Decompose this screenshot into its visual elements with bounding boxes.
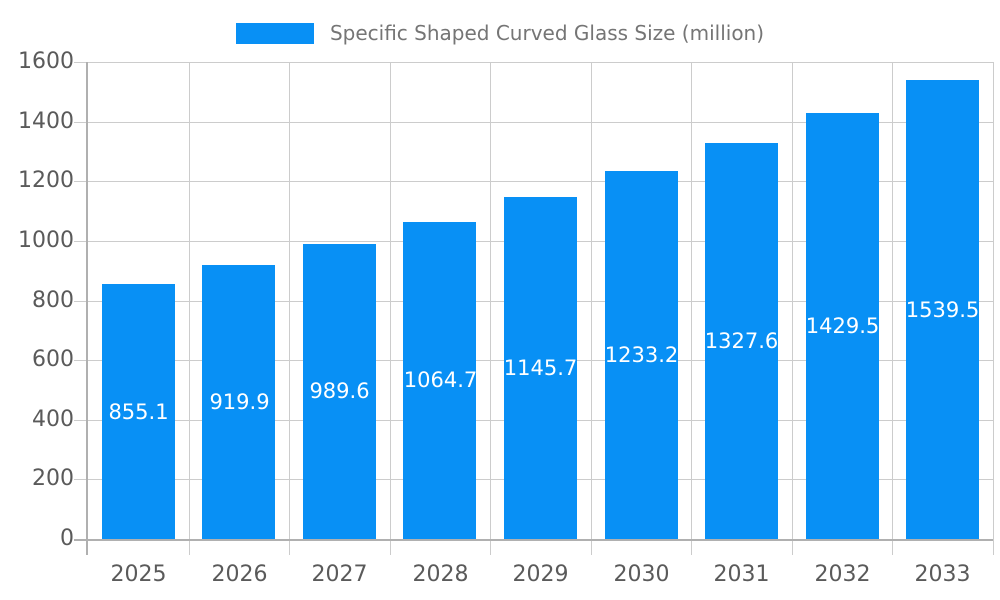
bar-value-label: 1539.5 bbox=[905, 298, 980, 322]
bar-value-label: 1327.6 bbox=[704, 329, 779, 353]
x-tick-label: 2026 bbox=[211, 562, 268, 587]
y-axis-tick bbox=[74, 301, 88, 302]
y-tick-label: 800 bbox=[32, 288, 74, 313]
x-tick-label: 2030 bbox=[613, 562, 670, 587]
x-tick-label: 2028 bbox=[412, 562, 469, 587]
bar[interactable] bbox=[906, 80, 979, 539]
bar[interactable] bbox=[806, 113, 879, 539]
x-axis-line bbox=[74, 539, 993, 541]
x-tick-label: 2025 bbox=[110, 562, 167, 587]
x-gridline bbox=[591, 62, 592, 555]
y-axis-tick bbox=[74, 360, 88, 361]
y-axis-tick bbox=[74, 479, 88, 480]
y-axis-tick bbox=[74, 122, 88, 123]
x-gridline bbox=[993, 62, 994, 555]
y-tick-label: 1600 bbox=[18, 49, 74, 74]
legend-label: Specific Shaped Curved Glass Size (milli… bbox=[329, 21, 765, 45]
x-gridline bbox=[289, 62, 290, 555]
legend[interactable]: Specific Shaped Curved Glass Size (milli… bbox=[0, 21, 1000, 45]
y-axis-line bbox=[86, 62, 88, 555]
bar[interactable] bbox=[504, 197, 577, 539]
legend-swatch-icon bbox=[235, 22, 314, 44]
x-gridline bbox=[490, 62, 491, 555]
bar[interactable] bbox=[403, 222, 476, 539]
y-tick-label: 600 bbox=[32, 347, 74, 372]
x-gridline bbox=[189, 62, 190, 555]
x-tick-label: 2029 bbox=[512, 562, 569, 587]
y-gridline bbox=[88, 181, 993, 182]
y-gridline bbox=[88, 122, 993, 123]
bar-value-label: 1145.7 bbox=[503, 356, 578, 380]
y-axis-tick bbox=[74, 62, 88, 63]
y-tick-label: 1400 bbox=[18, 109, 74, 134]
y-gridline bbox=[88, 62, 993, 63]
bar-value-label: 1233.2 bbox=[604, 343, 679, 367]
x-gridline bbox=[390, 62, 391, 555]
x-tick-label: 2032 bbox=[814, 562, 871, 587]
x-gridline bbox=[691, 62, 692, 555]
bar-value-label: 1429.5 bbox=[805, 314, 880, 338]
bar-value-label: 855.1 bbox=[108, 400, 169, 424]
y-tick-label: 200 bbox=[32, 466, 74, 491]
y-axis-tick bbox=[74, 241, 88, 242]
bar-value-label: 1064.7 bbox=[403, 368, 478, 392]
x-gridline bbox=[892, 62, 893, 555]
x-tick-label: 2033 bbox=[914, 562, 971, 587]
bar-value-label: 989.6 bbox=[309, 379, 370, 403]
bar[interactable] bbox=[605, 171, 678, 539]
x-tick-label: 2031 bbox=[713, 562, 770, 587]
y-tick-label: 400 bbox=[32, 407, 74, 432]
bar[interactable] bbox=[102, 284, 175, 539]
y-axis-tick bbox=[74, 420, 88, 421]
y-tick-label: 0 bbox=[60, 526, 74, 551]
y-axis-tick bbox=[74, 181, 88, 182]
x-gridline bbox=[792, 62, 793, 555]
bar-value-label: 919.9 bbox=[209, 390, 270, 414]
y-tick-label: 1200 bbox=[18, 168, 74, 193]
y-tick-label: 1000 bbox=[18, 228, 74, 253]
bar[interactable] bbox=[303, 244, 376, 539]
x-tick-label: 2027 bbox=[311, 562, 368, 587]
bar[interactable] bbox=[202, 265, 275, 539]
bar[interactable] bbox=[705, 143, 778, 539]
